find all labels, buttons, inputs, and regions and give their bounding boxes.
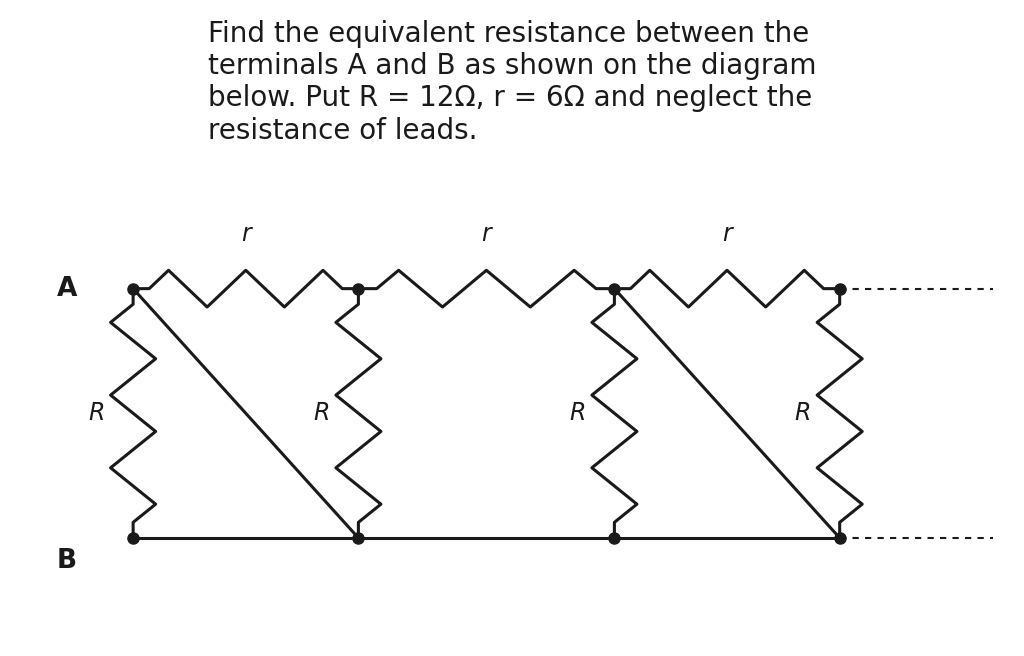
Text: r: r <box>722 222 732 246</box>
Text: R: R <box>569 401 586 425</box>
Text: r: r <box>481 222 492 246</box>
Text: B: B <box>56 548 77 574</box>
Text: A: A <box>56 276 77 302</box>
Text: R: R <box>88 401 104 425</box>
Text: R: R <box>313 401 330 425</box>
Text: Find the equivalent resistance between the
terminals A and B as shown on the dia: Find the equivalent resistance between t… <box>208 20 816 145</box>
Text: R: R <box>795 401 811 425</box>
Text: r: r <box>241 222 251 246</box>
